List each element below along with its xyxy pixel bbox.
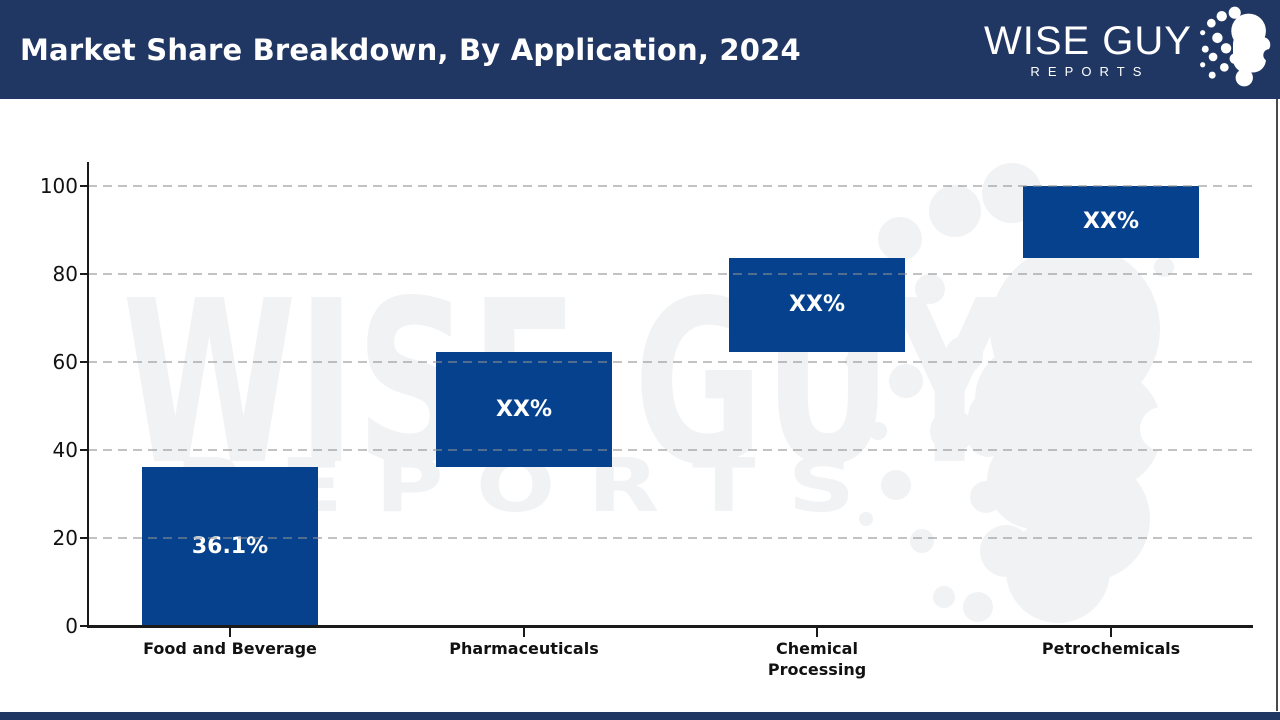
footer-bar xyxy=(0,712,1280,720)
y-tick-label: 60 xyxy=(52,350,78,374)
brand-logo: WISE GUY REPORTS xyxy=(984,6,1272,94)
logo-head-icon xyxy=(1200,6,1272,86)
gridline xyxy=(88,537,1253,539)
logo-subtitle: REPORTS xyxy=(1030,63,1150,79)
y-tick-label: 40 xyxy=(52,438,78,462)
bar-value-label: XX% xyxy=(789,292,845,318)
chart-title: Market Share Breakdown, By Application, … xyxy=(20,32,801,67)
y-tick-label: 20 xyxy=(52,526,78,550)
y-tick-mark xyxy=(80,449,88,451)
y-tick-label: 80 xyxy=(52,262,78,286)
x-tick-mark xyxy=(1110,628,1112,637)
logo-text: WISE GUY REPORTS xyxy=(984,21,1192,79)
x-tick-label: Food and Beverage xyxy=(143,639,317,658)
bar-value-label: XX% xyxy=(1083,209,1139,235)
y-tick-mark xyxy=(80,185,88,187)
bar-segment-3: XX% xyxy=(729,257,905,352)
x-tick-mark xyxy=(523,628,525,637)
x-tick-mark xyxy=(229,628,231,637)
gridline xyxy=(88,449,1253,451)
right-border-line xyxy=(1276,99,1278,711)
bar-segment-4: XX% xyxy=(1023,186,1199,258)
x-tick-mark xyxy=(816,628,818,637)
y-tick-mark xyxy=(80,361,88,363)
y-tick-mark xyxy=(80,537,88,539)
x-axis-line xyxy=(87,625,1253,628)
gridline xyxy=(88,361,1253,363)
y-tick-label: 0 xyxy=(65,614,78,638)
x-tick-label: Chemical Processing xyxy=(767,639,867,679)
logo-wordmark: WISE GUY xyxy=(983,18,1192,63)
y-tick-mark xyxy=(80,273,88,275)
x-tick-label: Petrochemicals xyxy=(1041,639,1181,658)
y-tick-label: 100 xyxy=(39,174,78,198)
bar-value-label: XX% xyxy=(496,397,552,422)
bar-segment-1: 36.1% xyxy=(142,467,318,626)
gridline xyxy=(88,273,1253,275)
bar-segment-2: XX% xyxy=(436,351,612,468)
x-tick-label: Pharmaceuticals xyxy=(449,639,599,658)
y-tick-mark xyxy=(80,625,88,627)
header-bar: Market Share Breakdown, By Application, … xyxy=(0,0,1280,99)
y-axis-line xyxy=(87,162,89,628)
plot-area: WISE GUY R E P O R T S xyxy=(0,99,1280,712)
gridline xyxy=(88,185,1253,187)
